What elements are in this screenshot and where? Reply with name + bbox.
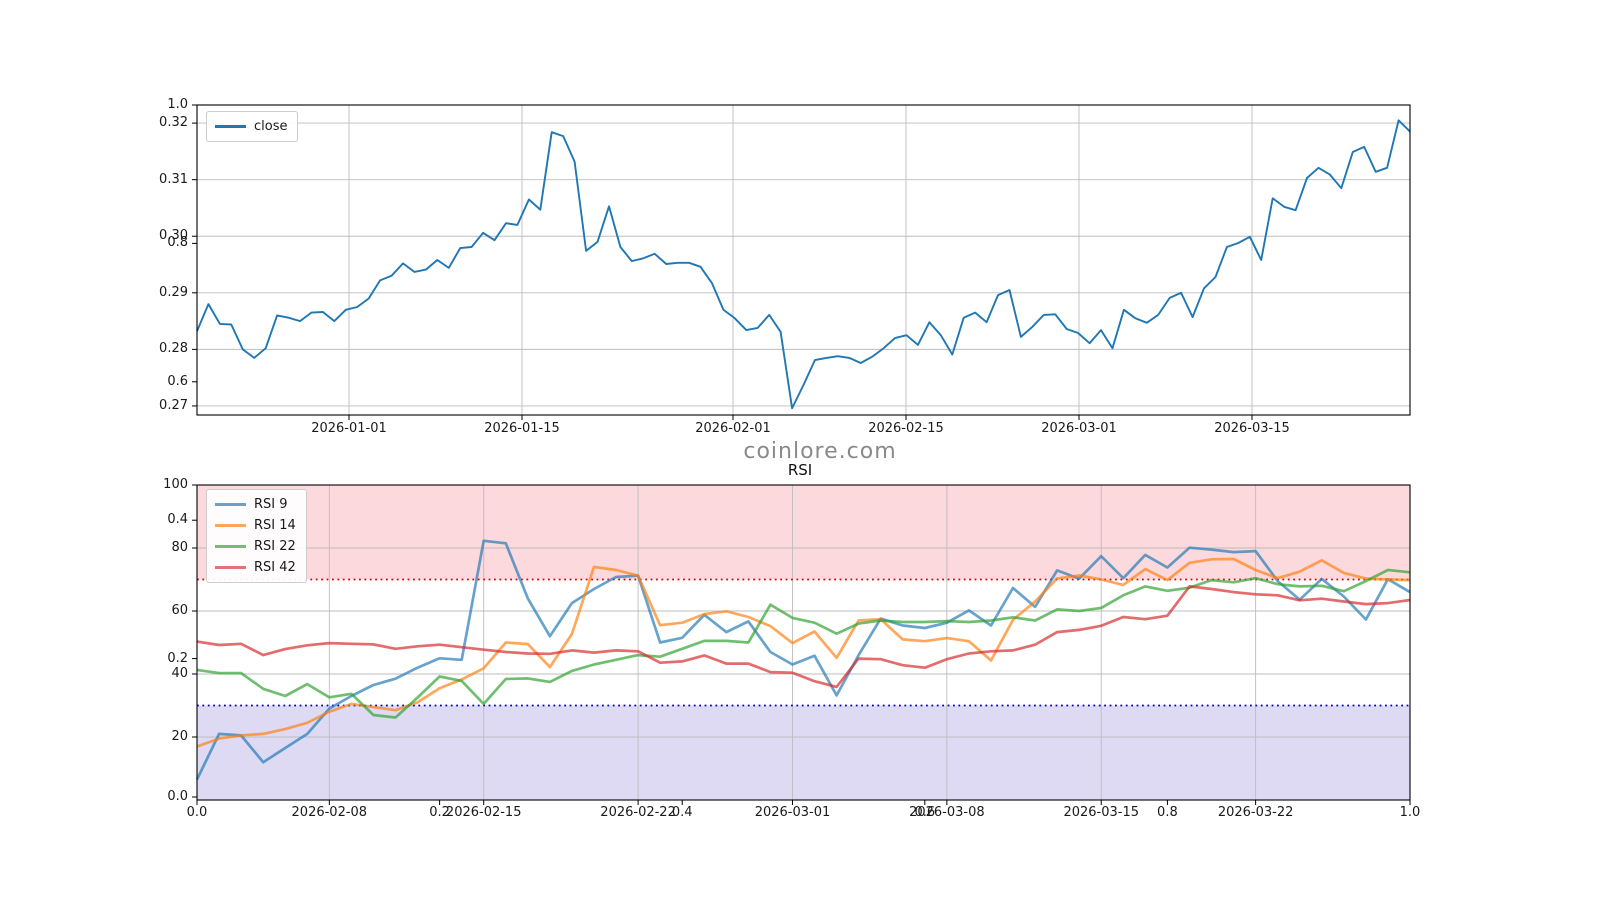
price-y-tick-label: 0.29	[159, 284, 188, 300]
price-x-tick-label: 2026-03-01	[1041, 421, 1117, 436]
legend-item-rsi42: RSI 42	[215, 557, 296, 578]
oversold-band	[197, 705, 1410, 800]
rsi22-line-swatch	[215, 545, 246, 548]
rsi-y-tick-label: 100	[163, 477, 188, 492]
rsi-y-tick-label: 40	[171, 666, 188, 681]
price-y-tick-label: 0.30	[159, 228, 188, 244]
price-x-tick-label: 2026-01-15	[484, 421, 560, 436]
price-y-tick-label: 0.31	[159, 171, 188, 187]
rsi-x-tick-label: 2026-03-08	[909, 805, 985, 820]
legend-item-rsi14: RSI 14	[215, 515, 296, 536]
legend-label-close: close	[254, 119, 288, 134]
legend-item-rsi22: RSI 22	[215, 536, 296, 557]
rsi9-line	[195, 539, 1411, 781]
rsi-chart-frame	[196, 484, 1411, 801]
rsi22-line	[196, 568, 1411, 719]
overlay-y-tick-label: 0.2	[167, 650, 188, 666]
rsi-y-tick-label: 20	[171, 729, 188, 744]
rsi42-line-swatch	[215, 566, 246, 569]
rsi42-line	[196, 585, 1411, 689]
price-y-tick-label: 0.27	[159, 397, 188, 413]
price-x-tick-label: 2026-03-15	[1214, 421, 1290, 436]
overlay-x-tick-label: 0.0	[186, 805, 208, 820]
price-x-tick-label: 2026-02-15	[868, 421, 944, 436]
overlay-x-tick-label: 0.4	[671, 805, 693, 820]
overlay-y-tick-label: 0.4	[167, 512, 188, 528]
legend-label-rsi42: RSI 42	[254, 560, 296, 575]
rsi-x-tick-label: 2026-03-22	[1217, 805, 1294, 820]
overlay-x-tick-label: 0.2	[429, 805, 450, 820]
close-line	[196, 119, 1411, 410]
rsi-y-tick-label: 60	[171, 603, 188, 618]
price-legend: close	[206, 111, 299, 142]
price-x-tick-label: 2026-02-01	[695, 421, 771, 436]
legend-label-rsi9: RSI 9	[254, 497, 288, 512]
overlay-y-tick-label: 0.0	[167, 789, 188, 804]
price-x-tick-label: 2026-01-01	[311, 421, 387, 436]
overlay-x-tick-label: 0.6	[914, 805, 936, 820]
price-y-tick-label: 0.32	[159, 115, 188, 131]
legend-item-close: close	[215, 116, 287, 137]
rsi14-line-swatch	[215, 524, 246, 527]
overlay-y-tick-label: 0.6	[167, 373, 188, 389]
rsi-y-tick-label: 80	[171, 540, 188, 555]
legend-item-rsi9: RSI 9	[215, 494, 296, 515]
overlay-y-tick-label: 1.0	[167, 97, 188, 112]
price-chart-frame	[196, 104, 1411, 416]
rsi-chart-title: RSI	[787, 461, 813, 479]
overlay-x-tick-label: 0.8	[1157, 805, 1178, 820]
legend-label-rsi14: RSI 14	[254, 518, 296, 533]
legend-label-rsi22: RSI 22	[254, 539, 296, 554]
rsi9-line-swatch	[215, 503, 246, 506]
rsi-legend: RSI 9 RSI 14 RSI 22 RSI 42	[206, 489, 307, 583]
rsi-x-tick-label: 2026-03-15	[1063, 805, 1140, 820]
rsi-x-tick-label: 2026-02-15	[445, 805, 522, 820]
close-line-swatch	[215, 125, 246, 128]
rsi-x-tick-label: 2026-02-22	[600, 805, 676, 820]
coinlore-watermark: coinlore.com	[743, 439, 897, 464]
rsi-x-tick-label: 2026-02-08	[291, 805, 368, 820]
overlay-x-tick-label: 1.0	[1399, 805, 1421, 820]
price-y-tick-label: 0.28	[159, 341, 188, 357]
rsi14-line	[196, 557, 1411, 748]
overbought-band	[197, 485, 1410, 580]
overlay-y-tick-label: 0.8	[167, 235, 188, 251]
rsi-x-tick-label: 2026-03-01	[754, 805, 831, 820]
